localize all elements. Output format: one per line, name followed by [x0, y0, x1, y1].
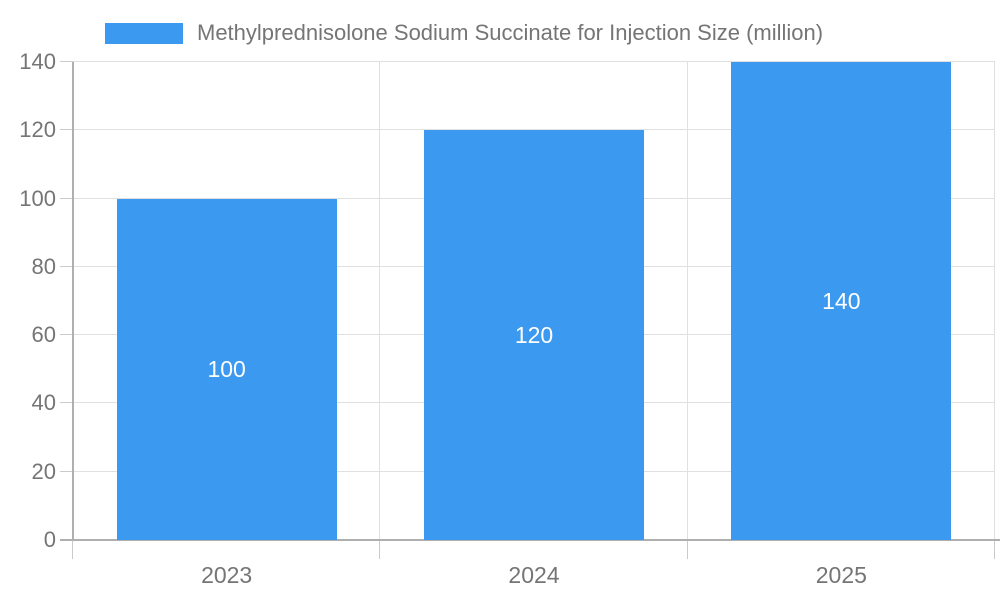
- bar-value-label: 100: [207, 356, 246, 383]
- y-tick-label: 100: [19, 185, 56, 211]
- x-tick: [686, 540, 688, 559]
- x-tick-label: 2024: [508, 562, 560, 588]
- y-tick-label: 60: [31, 322, 56, 348]
- y-tick-label: 120: [19, 117, 56, 143]
- x-tick-label: 2025: [815, 562, 867, 588]
- bar: [116, 198, 337, 540]
- y-tick: [60, 197, 73, 199]
- x-gridline: [686, 62, 688, 540]
- x-tick: [994, 540, 995, 559]
- x-tick: [379, 540, 381, 559]
- x-tick-label: 2023: [201, 562, 253, 588]
- x-tick: [72, 540, 73, 559]
- y-tick: [60, 129, 73, 131]
- bar: [424, 130, 644, 540]
- y-tick-label: 20: [31, 458, 56, 484]
- y-tick: [60, 334, 73, 336]
- legend: Methylprednisolone Sodium Succinate for …: [105, 18, 823, 48]
- y-tick: [60, 265, 73, 267]
- y-tick-label: 80: [31, 253, 56, 279]
- x-gridline: [379, 62, 381, 540]
- x-gridline: [994, 62, 995, 540]
- y-tick-label: 0: [43, 527, 56, 552]
- bar-value-label: 120: [514, 322, 554, 349]
- y-tick: [60, 470, 73, 472]
- y-axis-line: [72, 62, 74, 540]
- y-tick-label: 40: [31, 390, 56, 416]
- y-gridline: [73, 61, 995, 62]
- y-tick: [60, 402, 73, 404]
- y-tick: [60, 61, 73, 62]
- x-axis-line: [60, 539, 1000, 541]
- bar: [731, 62, 952, 540]
- y-gridline: [73, 129, 995, 131]
- legend-swatch: [105, 22, 183, 44]
- y-tick-label: 140: [19, 49, 56, 74]
- legend-label: Methylprednisolone Sodium Succinate for …: [197, 20, 824, 45]
- bar-value-label: 140: [822, 288, 861, 314]
